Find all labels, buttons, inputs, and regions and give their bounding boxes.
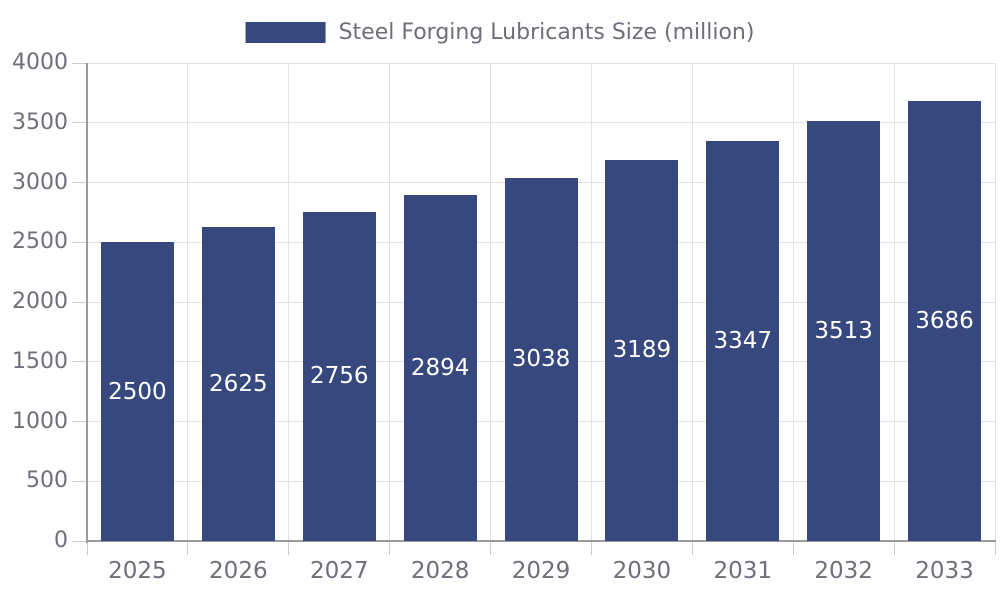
- legend-item[interactable]: Steel Forging Lubricants Size (million): [245, 19, 755, 45]
- y-axis-tick: [72, 182, 87, 183]
- y-axis-tick: [72, 62, 87, 64]
- y-axis-label: 500: [26, 468, 68, 494]
- bar-2025[interactable]: 2500: [100, 242, 174, 541]
- gridline-v: [792, 63, 794, 541]
- y-axis-label: 1000: [12, 408, 68, 434]
- bar-value-label: 2894: [410, 355, 470, 382]
- y-axis-label: 3000: [12, 169, 68, 195]
- bar-2027[interactable]: 2756: [302, 211, 376, 541]
- bar-value-label: 3347: [713, 328, 773, 354]
- y-axis-label: 2500: [12, 229, 68, 255]
- x-axis-tick: [187, 541, 189, 555]
- x-axis-tick: [86, 541, 88, 555]
- x-axis-label: 2030: [612, 558, 672, 584]
- legend-label: Steel Forging Lubricants Size (million): [338, 19, 755, 45]
- bar-2031[interactable]: 3347: [706, 141, 780, 541]
- bar-2029[interactable]: 3038: [504, 177, 578, 541]
- bar-value-label: 3513: [814, 318, 873, 345]
- bar-value-label: 3686: [915, 307, 974, 334]
- y-axis-label: 3500: [12, 109, 68, 135]
- x-axis-tick: [590, 541, 592, 555]
- bar-2026[interactable]: 2625: [201, 227, 275, 541]
- y-axis-tick: [72, 540, 87, 542]
- bar-value-label: 3038: [511, 346, 571, 373]
- gridline-v: [691, 63, 693, 541]
- x-axis-label: 2025: [108, 558, 167, 584]
- x-axis-label: 2028: [410, 558, 470, 584]
- bar-2033[interactable]: 3686: [908, 100, 982, 541]
- y-axis-tick: [72, 480, 87, 482]
- x-axis-tick: [490, 541, 492, 555]
- gridline-v: [490, 63, 492, 541]
- x-axis-label: 2029: [511, 558, 571, 584]
- gridline-v: [389, 63, 391, 541]
- x-axis-tick: [893, 541, 895, 555]
- x-axis-tick: [691, 541, 693, 555]
- y-axis-line: [86, 63, 88, 543]
- gridline-h: [87, 62, 995, 64]
- x-axis-label: 2026: [209, 558, 268, 584]
- gridline-v: [590, 63, 592, 541]
- y-axis-tick: [72, 421, 87, 422]
- y-axis-tick: [72, 301, 87, 303]
- x-axis-tick: [389, 541, 391, 555]
- x-axis-label: 2033: [915, 558, 974, 584]
- y-axis-tick: [72, 122, 87, 124]
- bar-2032[interactable]: 3513: [807, 121, 881, 541]
- bar-2030[interactable]: 3189: [605, 159, 679, 541]
- gridline-v: [187, 63, 189, 541]
- x-axis-tick: [792, 541, 794, 555]
- x-axis-tick: [288, 541, 290, 555]
- y-axis-label: 4000: [12, 50, 68, 75]
- x-axis-tick: [994, 541, 996, 555]
- y-axis-label: 0: [54, 528, 68, 553]
- legend-swatch: [245, 21, 326, 43]
- y-axis-label: 2000: [12, 289, 68, 314]
- x-axis-line: [86, 540, 996, 542]
- bar-value-label: 3189: [612, 337, 672, 364]
- x-axis-label: 2027: [309, 558, 369, 584]
- bar-2028[interactable]: 2894: [403, 195, 477, 541]
- bar-value-label: 2625: [209, 371, 268, 398]
- bar-value-label: 2756: [309, 363, 369, 390]
- y-axis-label: 1500: [12, 348, 68, 374]
- x-axis-label: 2031: [713, 558, 773, 584]
- y-axis-tick: [72, 361, 87, 363]
- y-axis-tick: [72, 241, 87, 243]
- gridline-v: [893, 63, 895, 541]
- x-axis-label: 2032: [814, 558, 873, 584]
- gridline-v: [288, 63, 290, 541]
- gridline-h: [87, 122, 995, 124]
- bar-value-label: 2500: [108, 378, 167, 405]
- gridline-v: [994, 63, 996, 541]
